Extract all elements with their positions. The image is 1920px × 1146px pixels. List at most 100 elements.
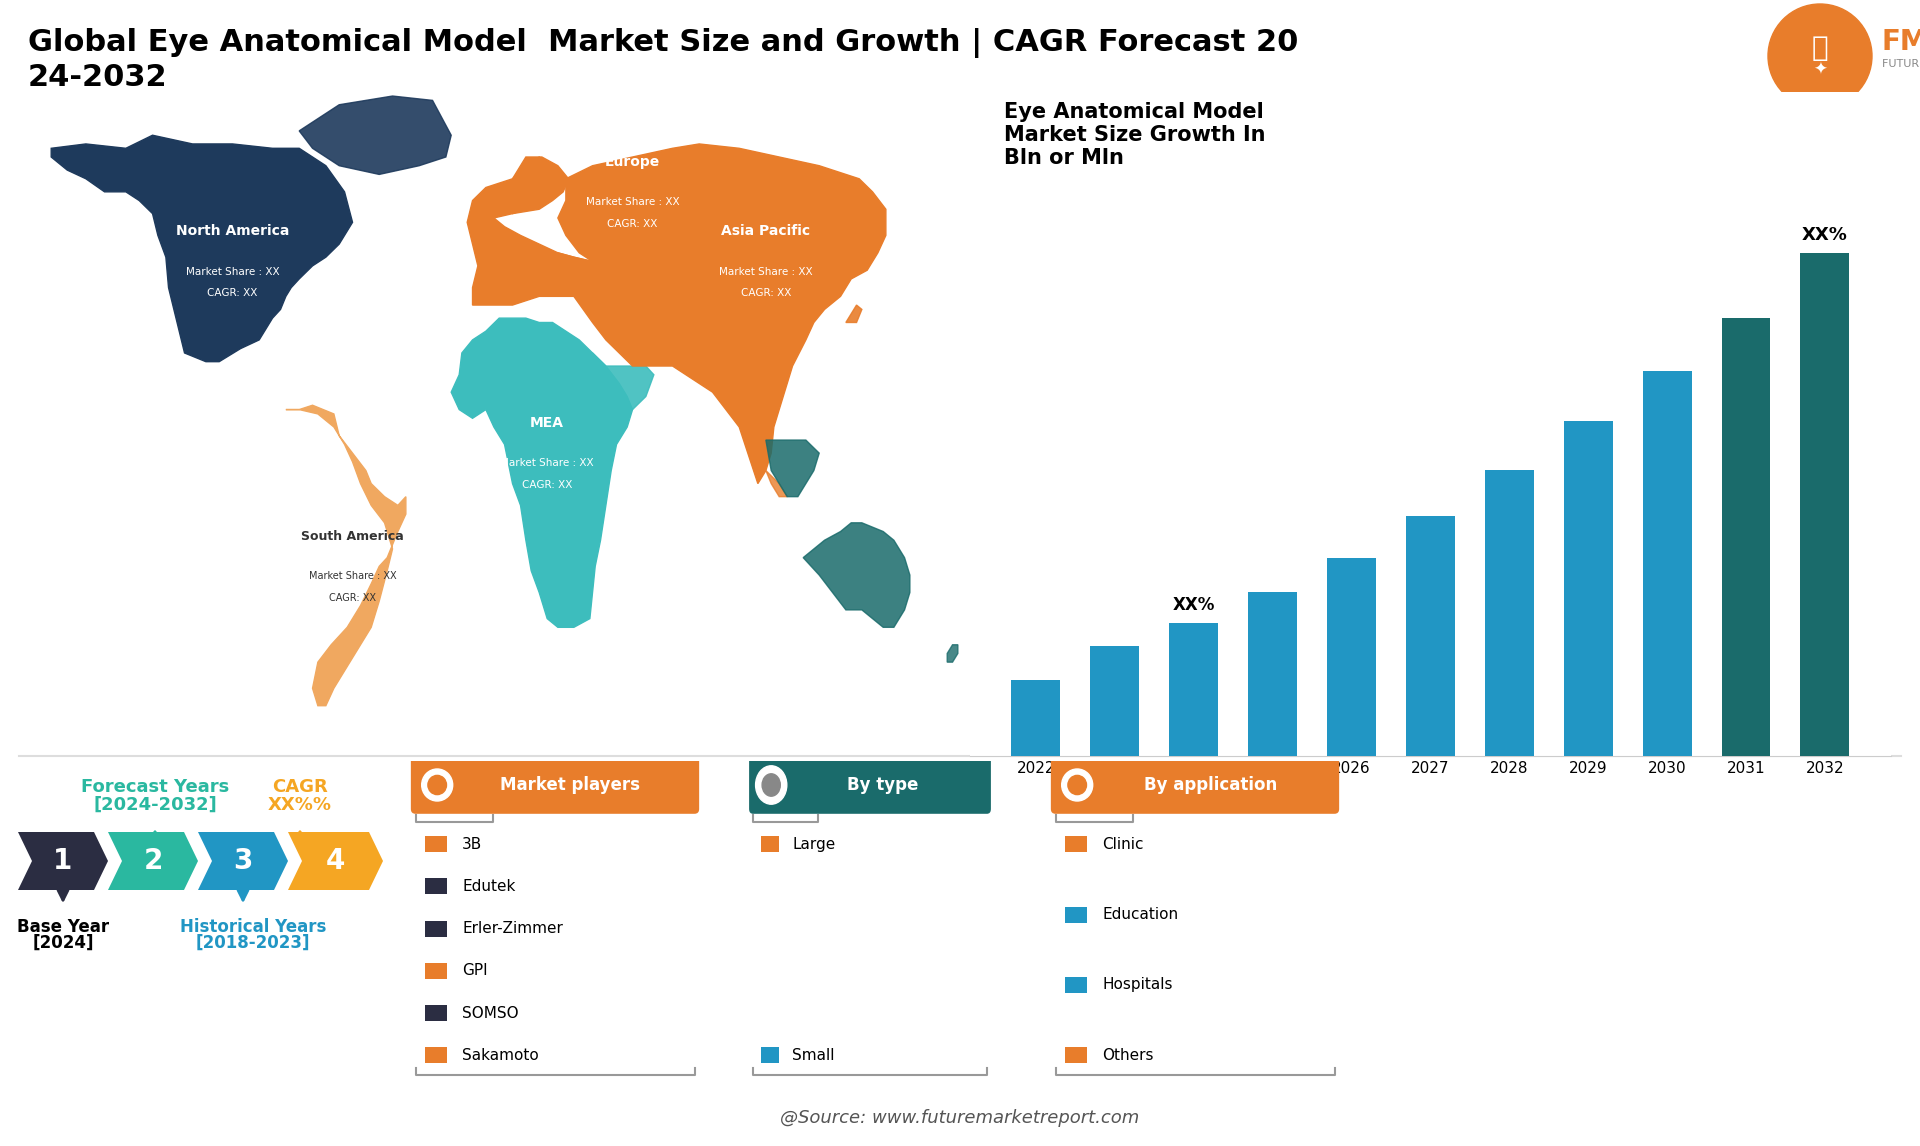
- Bar: [1644, 371, 1692, 756]
- Text: MEA: MEA: [530, 416, 564, 430]
- Text: GPI: GPI: [463, 964, 488, 979]
- Circle shape: [428, 776, 447, 794]
- Text: Eye Anatomical Model
Market Size Growth In
Bln or Mln: Eye Anatomical Model Market Size Growth …: [1004, 102, 1265, 168]
- Text: Erler-Zimmer: Erler-Zimmer: [463, 921, 563, 936]
- Bar: [1405, 516, 1455, 756]
- Polygon shape: [593, 353, 655, 409]
- Text: 4: 4: [326, 847, 346, 876]
- Text: Market Share : XX: Market Share : XX: [186, 267, 278, 276]
- Text: Market Share : XX: Market Share : XX: [586, 197, 680, 207]
- Circle shape: [1062, 769, 1092, 801]
- Text: By type: By type: [847, 776, 918, 794]
- Polygon shape: [803, 523, 910, 627]
- Text: Small: Small: [791, 1047, 835, 1062]
- FancyBboxPatch shape: [749, 756, 991, 814]
- Text: Europe: Europe: [605, 155, 660, 168]
- Polygon shape: [286, 406, 405, 706]
- PathPatch shape: [198, 832, 288, 890]
- Text: Edutek: Edutek: [463, 879, 515, 894]
- Bar: [1722, 317, 1770, 756]
- Polygon shape: [451, 319, 632, 627]
- FancyBboxPatch shape: [1066, 1047, 1087, 1063]
- Text: [2024-2032]: [2024-2032]: [94, 796, 217, 814]
- Text: CAGR: XX: CAGR: XX: [607, 219, 659, 229]
- PathPatch shape: [288, 832, 382, 890]
- Bar: [1801, 253, 1849, 756]
- Text: XX%%: XX%%: [269, 796, 332, 814]
- Text: Base Year: Base Year: [17, 918, 109, 936]
- Text: Asia Pacific: Asia Pacific: [722, 225, 810, 238]
- FancyBboxPatch shape: [760, 837, 780, 853]
- Text: 2: 2: [144, 847, 163, 876]
- Polygon shape: [467, 157, 611, 305]
- Bar: [1169, 622, 1217, 756]
- Text: Market Share : XX: Market Share : XX: [501, 458, 593, 469]
- Polygon shape: [559, 144, 885, 484]
- Bar: [1012, 680, 1060, 756]
- Text: CAGR: XX: CAGR: XX: [522, 480, 572, 490]
- Text: Global Eye Anatomical Model  Market Size and Growth | CAGR Forecast 20: Global Eye Anatomical Model Market Size …: [29, 28, 1298, 58]
- Bar: [1563, 421, 1613, 756]
- Bar: [1091, 645, 1139, 756]
- Text: By application: By application: [1144, 776, 1277, 794]
- Circle shape: [422, 769, 453, 801]
- FancyBboxPatch shape: [424, 963, 447, 979]
- Polygon shape: [847, 305, 862, 322]
- Text: FMR: FMR: [1882, 28, 1920, 56]
- Text: Large: Large: [791, 837, 835, 851]
- PathPatch shape: [17, 832, 108, 890]
- Text: Market Share : XX: Market Share : XX: [309, 572, 396, 581]
- Text: CAGR: XX: CAGR: XX: [328, 594, 376, 603]
- FancyBboxPatch shape: [1050, 756, 1338, 814]
- FancyBboxPatch shape: [1066, 837, 1087, 853]
- Polygon shape: [505, 157, 568, 213]
- Text: 3: 3: [234, 847, 253, 876]
- Text: South America: South America: [301, 531, 403, 543]
- Text: @Source: www.futuremarketreport.com: @Source: www.futuremarketreport.com: [780, 1109, 1140, 1127]
- Bar: [1327, 558, 1377, 756]
- Polygon shape: [766, 440, 820, 496]
- FancyBboxPatch shape: [760, 1047, 780, 1063]
- Circle shape: [756, 766, 787, 804]
- FancyBboxPatch shape: [424, 1047, 447, 1063]
- Text: 👁: 👁: [1812, 34, 1828, 62]
- Polygon shape: [52, 135, 353, 362]
- Bar: [1248, 592, 1298, 756]
- Polygon shape: [947, 645, 958, 662]
- Text: ✦: ✦: [1812, 61, 1828, 79]
- Text: Hospitals: Hospitals: [1102, 978, 1173, 992]
- Polygon shape: [300, 96, 451, 174]
- Text: [2018-2023]: [2018-2023]: [196, 934, 311, 952]
- Text: XX%: XX%: [1801, 226, 1847, 244]
- FancyBboxPatch shape: [424, 1005, 447, 1021]
- Text: SOMSO: SOMSO: [463, 1006, 518, 1021]
- Bar: [1484, 470, 1534, 756]
- Text: Sakamoto: Sakamoto: [463, 1047, 540, 1062]
- Text: 24-2032: 24-2032: [29, 63, 167, 92]
- Text: Market players: Market players: [501, 776, 641, 794]
- Text: [2024]: [2024]: [33, 934, 94, 952]
- Text: Others: Others: [1102, 1047, 1154, 1062]
- Text: Market Share : XX: Market Share : XX: [720, 267, 812, 276]
- Text: 1: 1: [54, 847, 73, 876]
- Text: CAGR: XX: CAGR: XX: [741, 289, 791, 298]
- Text: Education: Education: [1102, 908, 1179, 923]
- FancyBboxPatch shape: [411, 756, 699, 814]
- Text: North America: North America: [177, 225, 290, 238]
- Text: Forecast Years: Forecast Years: [81, 778, 228, 796]
- Text: Historical Years: Historical Years: [180, 918, 326, 936]
- PathPatch shape: [108, 832, 198, 890]
- FancyBboxPatch shape: [424, 879, 447, 894]
- Circle shape: [1768, 3, 1872, 108]
- Text: CAGR: CAGR: [273, 778, 328, 796]
- Text: CAGR: XX: CAGR: XX: [207, 289, 257, 298]
- Circle shape: [1068, 776, 1087, 794]
- Polygon shape: [766, 471, 787, 496]
- FancyBboxPatch shape: [1066, 906, 1087, 923]
- Circle shape: [762, 774, 780, 796]
- Text: 3B: 3B: [463, 837, 482, 851]
- Text: XX%: XX%: [1173, 596, 1215, 614]
- Text: FUTURE MARKET REPORT: FUTURE MARKET REPORT: [1882, 58, 1920, 69]
- FancyBboxPatch shape: [1066, 978, 1087, 992]
- Text: Clinic: Clinic: [1102, 837, 1144, 851]
